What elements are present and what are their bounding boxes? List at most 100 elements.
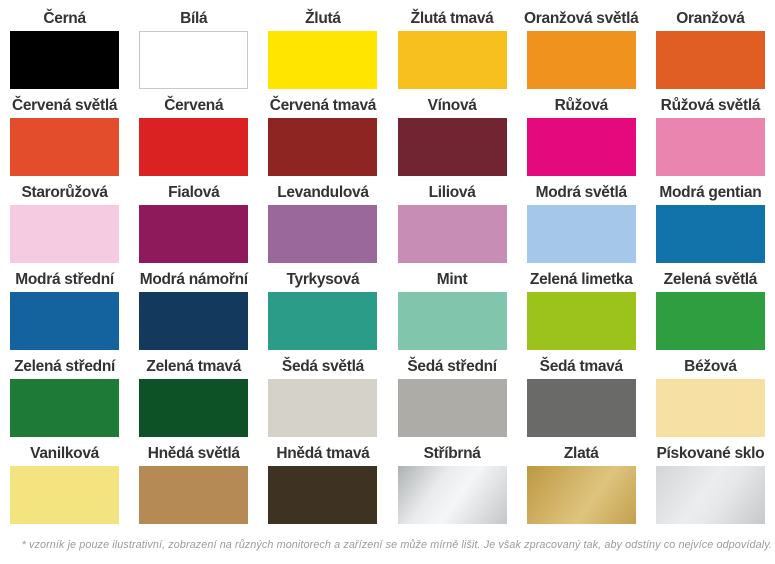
color-swatch [10,292,120,350]
swatch-label: Liliová [428,183,476,201]
swatch-cell: Pískované sklo [646,441,775,528]
swatch-cell: Černá [0,6,129,93]
swatch-label: Oranžová [676,9,745,27]
color-swatch [10,379,120,437]
swatch-cell: Vínová [388,93,517,180]
color-swatch [526,205,636,263]
swatch-cell: Zelená limetka [517,267,646,354]
color-swatch [526,379,636,437]
swatch-cell: Oranžová [646,6,775,93]
swatch-label: Modrá gentian [659,183,762,201]
swatch-label: Šedá střední [407,357,497,375]
swatch-label: Červená tmavá [269,96,377,114]
swatch-label: Černá [43,9,86,27]
color-swatch [139,379,249,437]
color-swatch [139,31,249,89]
swatch-label: Růžová světlá [660,96,761,114]
swatch-cell: Starorůžová [0,180,129,267]
color-swatch [10,118,120,176]
swatch-cell: Liliová [388,180,517,267]
color-swatch [139,205,249,263]
color-swatch [526,292,636,350]
disclaimer-text: * vzorník je pouze ilustrativní, zobraze… [21,539,772,551]
color-swatch [655,118,765,176]
swatch-cell: Hnědá tmavá [258,441,387,528]
color-swatch [268,31,378,89]
swatch-cell: Modrá námořní [129,267,258,354]
color-swatch [10,205,120,263]
color-swatch [139,466,249,524]
swatch-label: Starorůžová [21,183,108,201]
color-swatch [655,205,765,263]
swatch-cell: Vanilková [0,441,129,528]
swatch-cell: Žlutá [258,6,387,93]
color-swatch [397,292,507,350]
swatch-cell: Béžová [646,354,775,441]
swatch-cell: Stříbrná [388,441,517,528]
swatch-cell: Hnědá světlá [129,441,258,528]
swatch-label: Modrá střední [15,270,114,288]
color-swatch [397,118,507,176]
swatch-label: Zlatá [563,444,599,462]
swatch-label: Oranžová světlá [524,9,639,27]
swatch-label: Růžová [554,96,609,114]
swatch-cell: Žlutá tmavá [388,6,517,93]
color-swatch [397,466,507,524]
swatch-cell: Zelená střední [0,354,129,441]
swatch-cell: Šedá světlá [258,354,387,441]
swatch-cell: Modrá střední [0,267,129,354]
swatch-label: Pískované sklo [656,444,765,462]
swatch-label: Žlutá [305,9,341,27]
swatch-cell: Růžová [517,93,646,180]
swatch-label: Béžová [684,357,737,375]
color-swatch [397,205,507,263]
swatch-label: Hnědá světlá [147,444,240,462]
swatch-cell: Oranžová světlá [517,6,646,93]
swatch-label: Modrá světlá [535,183,627,201]
swatch-cell: Mint [388,267,517,354]
swatch-cell: Zelená světlá [646,267,775,354]
swatch-label: Žlutá tmavá [410,9,494,27]
swatch-cell: Červená světlá [0,93,129,180]
swatch-cell: Růžová světlá [646,93,775,180]
swatch-label: Vínová [427,96,477,114]
color-swatch [268,118,378,176]
color-swatch [397,31,507,89]
color-swatch [10,31,120,89]
swatch-cell: Zelená tmavá [129,354,258,441]
swatch-cell: Tyrkysová [258,267,387,354]
swatch-label: Červená světlá [11,96,118,114]
swatch-label: Červená [164,96,224,114]
color-swatch [139,292,249,350]
swatch-label: Modrá námořní [139,270,248,288]
color-swatch [526,31,636,89]
color-swatch [655,31,765,89]
swatch-cell: Bílá [129,6,258,93]
swatch-label: Šedá světlá [281,357,364,375]
swatch-cell: Šedá tmavá [517,354,646,441]
swatch-label: Tyrkysová [286,270,360,288]
color-swatch [397,379,507,437]
swatch-cell: Levandulová [258,180,387,267]
color-swatch [526,466,636,524]
color-swatch [268,292,378,350]
color-swatch [268,466,378,524]
color-palette-grid: Černá Bílá Žlutá Žlutá tmavá Oranžová sv… [0,6,775,528]
swatch-label: Vanilková [30,444,99,462]
color-swatch [268,379,378,437]
swatch-label: Mint [436,270,468,288]
color-swatch [268,205,378,263]
swatch-cell: Šedá střední [388,354,517,441]
color-swatch [10,466,120,524]
color-swatch [655,292,765,350]
swatch-label: Hnědá tmavá [276,444,370,462]
swatch-label: Zelená světlá [663,270,758,288]
swatch-label: Zelená střední [14,357,116,375]
swatch-cell: Modrá světlá [517,180,646,267]
color-swatch [655,379,765,437]
swatch-cell: Modrá gentian [646,180,775,267]
swatch-cell: Červená tmavá [258,93,387,180]
swatch-label: Bílá [180,9,208,27]
swatch-label: Levandulová [277,183,369,201]
